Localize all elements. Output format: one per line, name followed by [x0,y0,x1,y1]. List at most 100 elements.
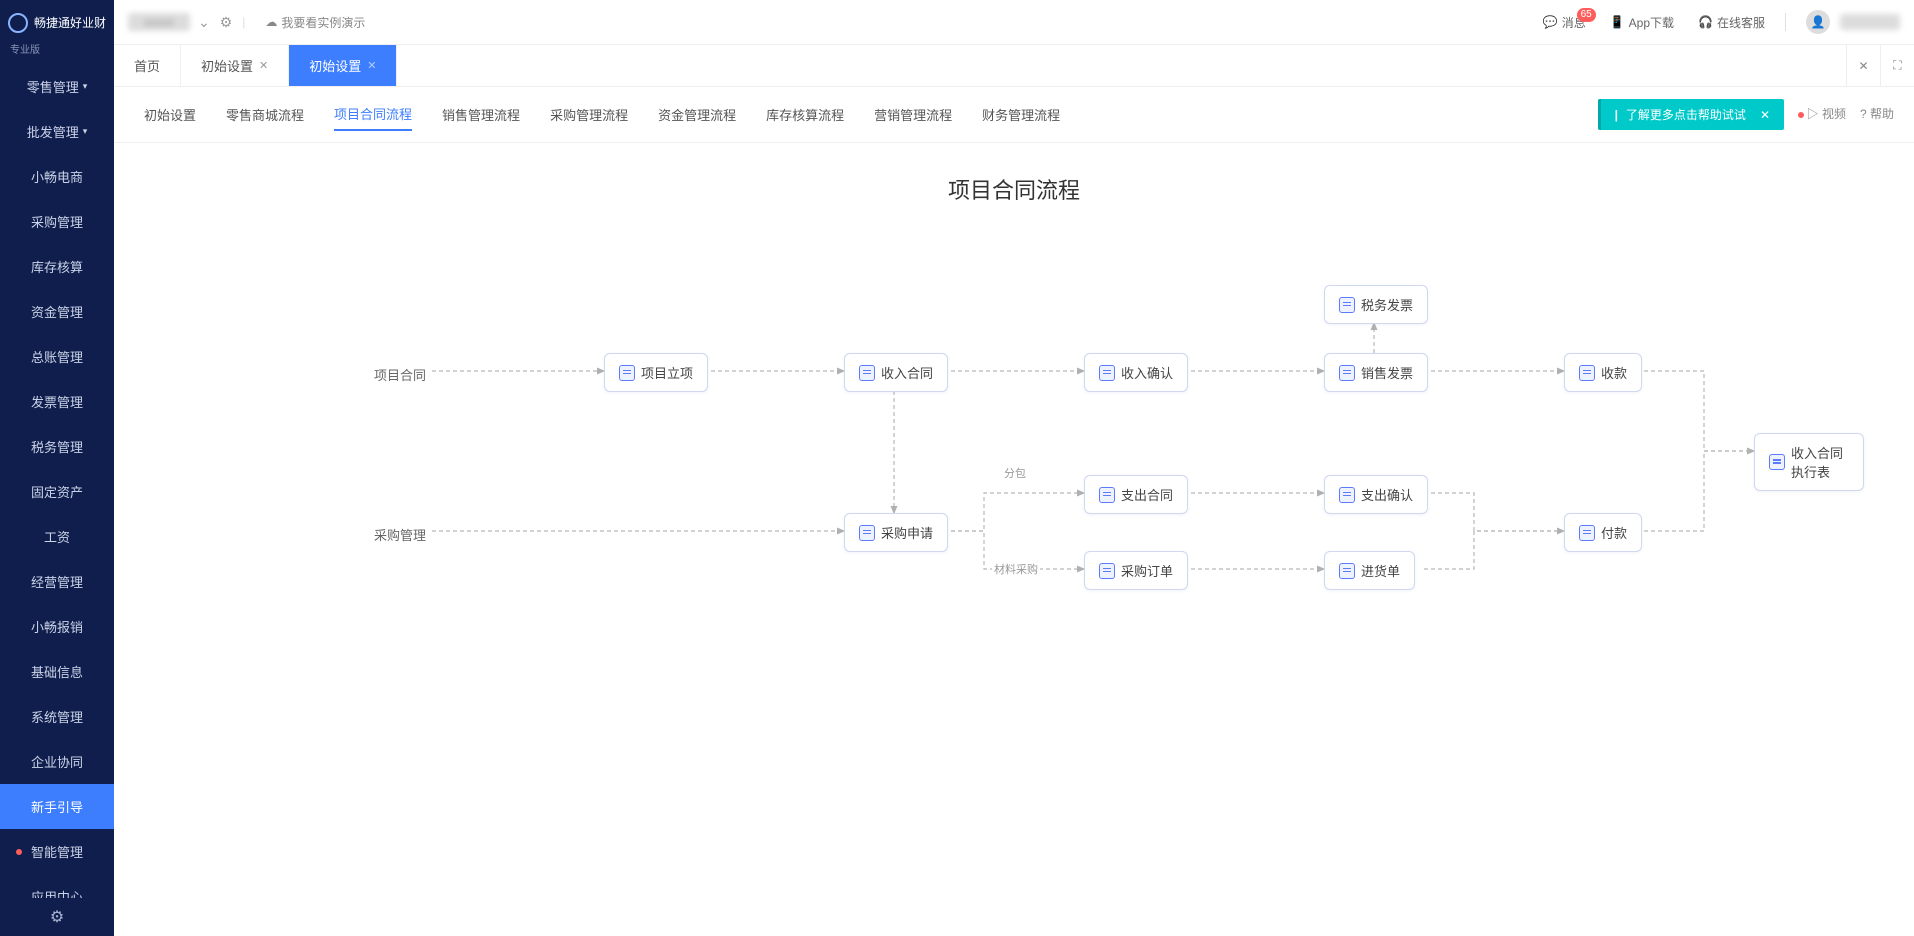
flow-node[interactable]: 付款 [1564,513,1642,552]
avatar[interactable]: 👤 [1806,10,1830,34]
messages-badge: 65 [1577,8,1596,22]
messages-button[interactable]: 💬 消息 65 [1543,14,1586,31]
sidebar-item[interactable]: 税务管理 [0,424,114,469]
org-selector[interactable]: xxxxx ⌄ [128,13,210,31]
support-button[interactable]: 🎧 在线客服 [1698,14,1765,31]
flow-edge-label: 分包 [1002,465,1028,481]
sidebar-item[interactable]: 智能管理 [0,829,114,874]
flow-row-label: 采购管理 [374,525,426,544]
settings-icon[interactable]: ⚙ [0,898,114,936]
support-label: 在线客服 [1717,14,1765,31]
logo-text: 畅捷通好业财 [34,14,106,31]
sidebar-item[interactable]: 企业协同 [0,739,114,784]
help-link[interactable]: ? 帮助 [1860,105,1894,122]
flow-row-label: 项目合同 [374,365,426,384]
flow-node-label: 收入确认 [1121,363,1173,382]
gear-icon[interactable]: ⚙ [220,14,233,31]
document-icon [1339,563,1355,579]
sidebar-item[interactable]: 新手引导 [0,784,114,829]
document-icon [1099,365,1115,381]
flow-node[interactable]: 支出确认 [1324,475,1428,514]
chevron-down-icon: ⌄ [198,14,210,31]
sidebar-item[interactable]: 工资 [0,514,114,559]
flow-node[interactable]: 税务发票 [1324,285,1428,324]
logo-edition: 专业版 [0,41,114,56]
sidebar-item[interactable]: 采购管理 [0,199,114,244]
cloud-icon: ☁ [265,15,277,29]
flow-node-label: 采购申请 [881,523,933,542]
close-all-tabs[interactable]: ✕ [1846,45,1880,86]
subtab[interactable]: 销售管理流程 [442,99,520,130]
close-icon[interactable]: ✕ [367,59,376,72]
username-blurred [1840,14,1900,30]
sidebar-item[interactable]: 库存核算 [0,244,114,289]
sidebar-item[interactable]: 基础信息 [0,649,114,694]
org-name-blurred: xxxxx [128,13,190,31]
content: | 了解更多点击帮助试试 ✕ ▷ 视频 ? 帮助 初始设置零售商城流程项目合同流… [114,87,1914,936]
flow-node-label: 收款 [1601,363,1627,382]
sidebar-item[interactable]: 应用中心 [0,874,114,898]
tab[interactable]: 初始设置✕ [289,45,397,86]
main: xxxxx ⌄ ⚙ | ☁ 我要看实例演示 💬 消息 65 📱 App下载 🎧 … [114,0,1914,936]
sidebar-item[interactable]: 零售管理▾ [0,64,114,109]
close-icon[interactable]: ✕ [1760,108,1770,122]
sidebar-item[interactable]: 小畅报销 [0,604,114,649]
flow-node[interactable]: 收入合同 [844,353,948,392]
flow-node[interactable]: 收款 [1564,353,1642,392]
document-icon [859,525,875,541]
document-icon [1099,563,1115,579]
flow-node-label: 进货单 [1361,561,1400,580]
help-tip-label: 了解更多点击帮助试试 [1626,106,1746,123]
subtab[interactable]: 项目合同流程 [334,98,412,131]
chevron-down-icon: ▾ [83,81,88,92]
subtab[interactable]: 采购管理流程 [550,99,628,130]
subtab[interactable]: 营销管理流程 [874,99,952,130]
logo: 畅捷通好业财 [0,0,114,45]
tab[interactable]: 初始设置✕ [181,45,289,86]
flow-node-label: 支出确认 [1361,485,1413,504]
flow-node[interactable]: 收入确认 [1084,353,1188,392]
close-icon[interactable]: ✕ [259,59,268,72]
sidebar-item[interactable]: 发票管理 [0,379,114,424]
flow-node[interactable]: 采购订单 [1084,551,1188,590]
flowchart: 项目合同流程 项目合同采购管理 项目立项 收入合同 收入确认 销售发票 收款 税务发票采购申… [114,143,1914,735]
sidebar-item[interactable]: 系统管理 [0,694,114,739]
flow-title: 项目合同流程 [154,173,1874,205]
topbar: xxxxx ⌄ ⚙ | ☁ 我要看实例演示 💬 消息 65 📱 App下载 🎧 … [114,0,1914,45]
fullscreen-icon[interactable]: ⛶ [1880,45,1914,86]
tab[interactable]: 首页 [114,45,181,86]
document-icon [1579,365,1595,381]
video-link[interactable]: ▷ 视频 [1798,105,1846,122]
flow-node-label: 收入合同执行表 [1791,443,1849,481]
demo-label: 我要看实例演示 [281,14,365,31]
document-icon [1099,487,1115,503]
help-tip[interactable]: | 了解更多点击帮助试试 ✕ [1598,99,1784,130]
flow-node[interactable]: 销售发票 [1324,353,1428,392]
logo-icon [8,13,28,33]
subtab[interactable]: 财务管理流程 [982,99,1060,130]
flow-node[interactable]: 进货单 [1324,551,1415,590]
demo-link[interactable]: ☁ 我要看实例演示 [265,14,365,31]
app-download-label: App下载 [1629,14,1674,31]
flow-node[interactable]: 支出合同 [1084,475,1188,514]
subtab[interactable]: 资金管理流程 [658,99,736,130]
nav: 零售管理▾批发管理▾小畅电商采购管理库存核算资金管理总账管理发票管理税务管理固定… [0,64,114,898]
phone-icon: 📱 [1610,15,1625,29]
subtab[interactable]: 初始设置 [144,99,196,130]
chevron-down-icon: ▾ [83,126,88,137]
flow-edge-label: 材料采购 [992,561,1040,577]
sidebar-item[interactable]: 资金管理 [0,289,114,334]
sidebar-item[interactable]: 小畅电商 [0,154,114,199]
document-icon [1579,525,1595,541]
document-icon [1339,297,1355,313]
subtab[interactable]: 零售商城流程 [226,99,304,130]
sidebar-item[interactable]: 经营管理 [0,559,114,604]
flow-node[interactable]: 采购申请 [844,513,948,552]
sidebar-item[interactable]: 固定资产 [0,469,114,514]
subtab[interactable]: 库存核算流程 [766,99,844,130]
flow-node[interactable]: 收入合同执行表 [1754,433,1864,491]
flow-node[interactable]: 项目立项 [604,353,708,392]
app-download-button[interactable]: 📱 App下载 [1610,14,1674,31]
sidebar-item[interactable]: 批发管理▾ [0,109,114,154]
sidebar-item[interactable]: 总账管理 [0,334,114,379]
